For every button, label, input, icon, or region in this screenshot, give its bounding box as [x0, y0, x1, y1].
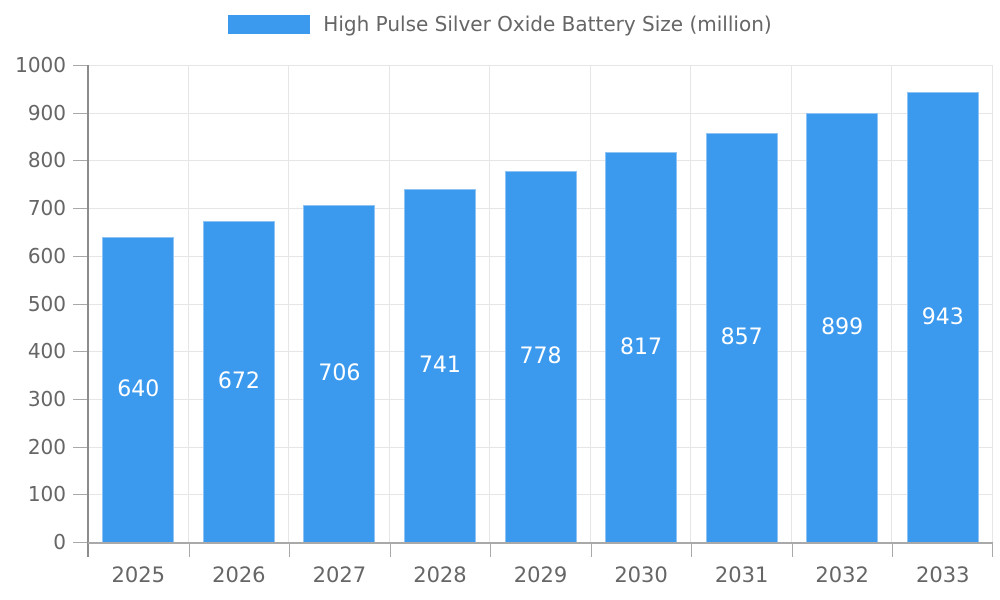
- bar-2026[interactable]: 672: [202, 221, 275, 542]
- x-axis-tick: [490, 542, 492, 557]
- x-axis-label: 2032: [815, 563, 869, 587]
- bar-2031[interactable]: 857: [705, 133, 778, 542]
- x-axis-tick: [992, 542, 993, 557]
- y-axis-tick: [73, 494, 88, 496]
- x-axis-tick: [892, 542, 894, 557]
- bar-value-label: 672: [217, 369, 260, 395]
- h-gridline: [88, 112, 993, 114]
- y-axis-tick: [73, 208, 88, 210]
- y-axis-label: 600: [27, 243, 66, 268]
- bar-2028[interactable]: 741: [403, 188, 476, 542]
- y-axis-label: 800: [27, 148, 66, 173]
- bar-2029[interactable]: 778: [504, 170, 577, 542]
- v-gridline: [992, 65, 993, 542]
- bar-value-label: 640: [117, 376, 160, 402]
- y-axis-label: 100: [27, 482, 66, 507]
- y-axis-tick: [73, 446, 88, 448]
- x-axis-tick: [188, 542, 190, 557]
- y-axis-tick: [73, 160, 88, 162]
- y-axis-label: 200: [27, 434, 66, 459]
- x-axis-tick: [289, 542, 291, 557]
- plot-area: 0 100 200 300 400 500 600 700 800 900 1000 640 2025 6…: [15, 55, 993, 587]
- y-axis-label: 500: [27, 291, 66, 316]
- x-axis-label: 2028: [413, 563, 467, 587]
- y-axis-tick: [73, 351, 88, 353]
- h-gridline: [88, 65, 993, 66]
- v-gridline: [790, 65, 792, 542]
- x-axis-label: 2026: [212, 563, 266, 587]
- bar-2027[interactable]: 706: [303, 205, 376, 542]
- y-axis-tick: [73, 398, 88, 400]
- bar-value-label: 741: [418, 352, 461, 378]
- y-axis-tick: [73, 65, 88, 66]
- x-axis-label: 2025: [111, 563, 165, 587]
- bar-value-label: 778: [519, 343, 562, 369]
- v-gridline: [187, 65, 189, 542]
- bar-2025[interactable]: 640: [102, 236, 175, 542]
- chart-legend[interactable]: High Pulse Silver Oxide Battery Size (mi…: [0, 12, 1000, 36]
- legend-swatch-icon: [228, 14, 311, 34]
- bar-value-label: 817: [620, 334, 663, 360]
- y-axis-label: 1000: [15, 53, 66, 77]
- bar-value-label: 706: [318, 361, 361, 387]
- bar-value-label: 899: [821, 315, 864, 341]
- y-axis-line: [87, 65, 89, 557]
- bar-2032[interactable]: 899: [806, 113, 879, 542]
- legend-label: High Pulse Silver Oxide Battery Size (mi…: [323, 12, 772, 36]
- y-axis-tick: [73, 112, 88, 114]
- y-axis-label: 900: [27, 100, 66, 125]
- y-axis-tick: [73, 303, 88, 305]
- bar-2030[interactable]: 817: [605, 152, 678, 542]
- x-axis-label: 2031: [714, 563, 769, 587]
- x-axis-label: 2030: [614, 563, 668, 587]
- v-gridline: [891, 65, 893, 542]
- y-axis-label: 0: [53, 530, 66, 554]
- y-axis-label: 700: [27, 196, 66, 221]
- v-gridline: [589, 65, 591, 542]
- v-gridline: [288, 65, 290, 542]
- x-axis-tick: [590, 542, 592, 557]
- x-axis-label: 2027: [312, 563, 367, 587]
- bar-value-label: 943: [921, 304, 964, 330]
- y-axis-label: 300: [27, 386, 66, 411]
- v-gridline: [388, 65, 390, 542]
- x-axis-tick: [691, 542, 693, 557]
- x-axis-tick: [389, 542, 391, 557]
- y-axis-tick: [73, 542, 88, 543]
- x-axis-label: 2029: [513, 563, 568, 587]
- x-axis-label: 2033: [915, 563, 970, 587]
- v-gridline: [690, 65, 692, 542]
- bar-value-label: 857: [720, 325, 763, 351]
- v-gridline: [489, 65, 491, 542]
- h-gridline: [88, 160, 993, 162]
- y-axis-tick: [73, 255, 88, 257]
- x-axis-tick: [791, 542, 793, 557]
- y-axis-label: 400: [27, 339, 66, 364]
- x-axis-line: [88, 542, 993, 544]
- bar-2033[interactable]: 943: [906, 92, 979, 542]
